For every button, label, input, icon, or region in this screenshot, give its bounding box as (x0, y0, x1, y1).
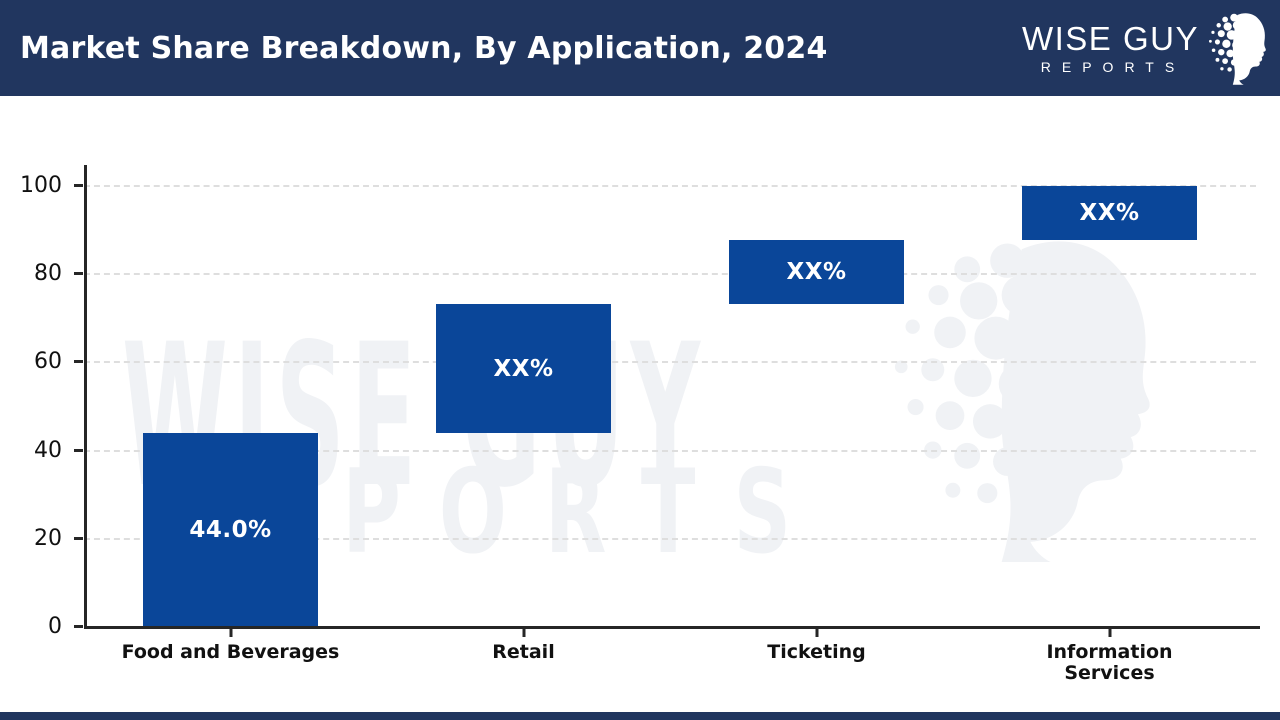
bar-label-retail: XX% (493, 355, 554, 382)
x-tick-label-food-and-beverages: Food and Beverages (121, 641, 340, 663)
gridline-100 (84, 185, 1256, 187)
header-bar: Market Share Breakdown, By Application, … (0, 0, 1280, 96)
plot-area: 44.0% XX% XX% XX% (84, 185, 1256, 627)
gridline-60 (84, 361, 1256, 364)
x-tick-mark-food-and-beverages (229, 629, 232, 637)
y-tick-mark-20 (74, 536, 83, 540)
x-tick-mark-information-services (1108, 629, 1111, 637)
y-axis: 0 20 40 60 80 100 (0, 175, 84, 638)
footer-bar (0, 712, 1280, 720)
bar-ticketing: XX% (728, 239, 905, 305)
gridline-40 (84, 449, 1256, 452)
y-tick-label-80: 80 (34, 261, 62, 287)
y-tick-mark-80 (74, 272, 83, 276)
watermark-head-icon (894, 241, 1150, 562)
bar-label-information-services: XX% (1079, 199, 1140, 226)
wiseguy-logo: WISE GUY REPORTS (1022, 9, 1280, 87)
x-axis-spine (84, 626, 1260, 629)
bar-retail: XX% (435, 304, 612, 433)
x-tick-label-retail: Retail (492, 641, 555, 663)
y-tick-label-20: 20 (34, 525, 62, 551)
wiseguy-logo-brand: WISE GUY (1021, 19, 1199, 57)
y-tick-label-0: 0 (48, 614, 62, 639)
y-tick-label-60: 60 (34, 349, 62, 375)
x-axis: Food and Beverages Retail Ticketing Informa… (84, 629, 1256, 699)
y-tick-mark-0 (74, 625, 83, 628)
bar-label-ticketing: XX% (786, 259, 847, 286)
wiseguy-logo-sub: REPORTS (1040, 58, 1186, 75)
gridline-20 (84, 537, 1256, 540)
x-tick-mark-ticketing (815, 629, 818, 637)
x-tick-mark-retail (522, 629, 525, 637)
wiseguy-logo-text: WISE GUY REPORTS (1022, 22, 1199, 75)
wiseguy-head-icon (1208, 13, 1266, 85)
bar-food-and-beverages: 44.0% (142, 432, 319, 627)
y-tick-label-40: 40 (34, 437, 62, 463)
y-tick-mark-40 (74, 448, 83, 452)
gridline-80 (84, 273, 1256, 276)
y-axis-spine (84, 165, 87, 629)
bar-information-services: XX% (1021, 186, 1198, 240)
y-tick-mark-100 (74, 184, 83, 187)
y-tick-label-100: 100 (20, 173, 62, 198)
page-title: Market Share Breakdown, By Application, … (20, 30, 828, 66)
y-tick-mark-60 (74, 360, 83, 364)
x-tick-label-ticketing: Ticketing (767, 641, 866, 663)
x-tick-label-information-services: Information Services (1046, 641, 1173, 684)
bar-label-food-and-beverages: 44.0% (189, 516, 272, 543)
